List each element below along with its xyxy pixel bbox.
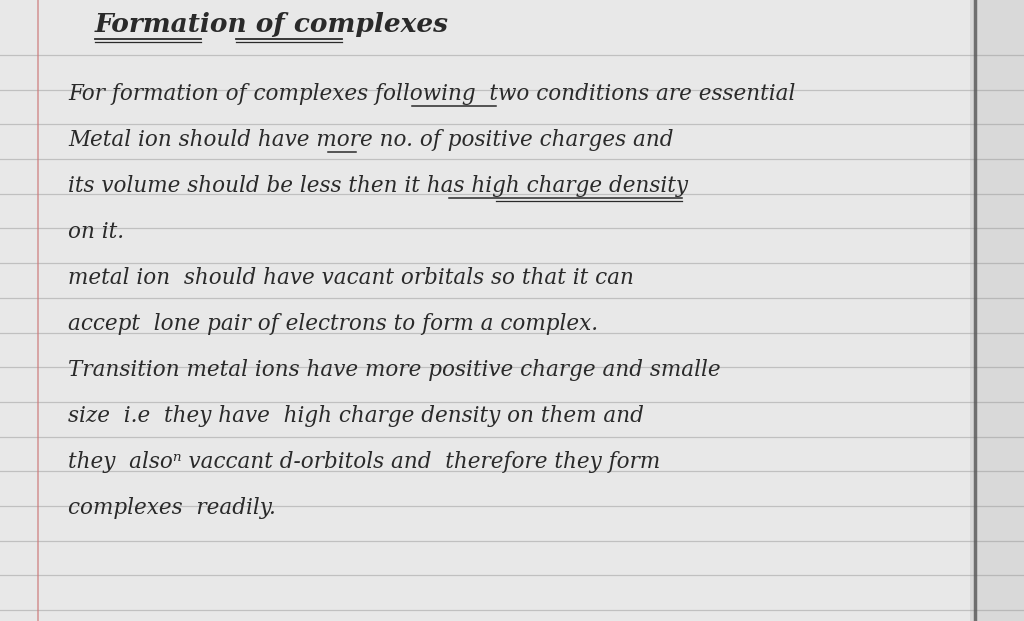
Text: metal ion  should have vacant orbitals so that it can: metal ion should have vacant orbitals so… xyxy=(68,267,634,289)
Text: size  i.e  they have  high charge density on them and: size i.e they have high charge density o… xyxy=(68,405,644,427)
Text: they  alsoⁿ vaccant d-orbitols and  therefore they form: they alsoⁿ vaccant d-orbitols and theref… xyxy=(68,451,660,473)
Text: For formation of complexes following  two conditions are essential: For formation of complexes following two… xyxy=(68,83,796,105)
Text: on it.: on it. xyxy=(68,221,124,243)
Text: its volume should be less then it has high charge density: its volume should be less then it has hi… xyxy=(68,175,688,197)
Text: Transition metal ions have more positive charge and smalle: Transition metal ions have more positive… xyxy=(68,359,721,381)
Text: complexes  readily.: complexes readily. xyxy=(68,497,275,519)
Bar xyxy=(970,0,1024,621)
Text: accept  lone pair of electrons to form a complex.: accept lone pair of electrons to form a … xyxy=(68,313,598,335)
Text: Formation of complexes: Formation of complexes xyxy=(95,12,449,37)
Text: Metal ion should have more no. of positive charges and: Metal ion should have more no. of positi… xyxy=(68,129,674,151)
